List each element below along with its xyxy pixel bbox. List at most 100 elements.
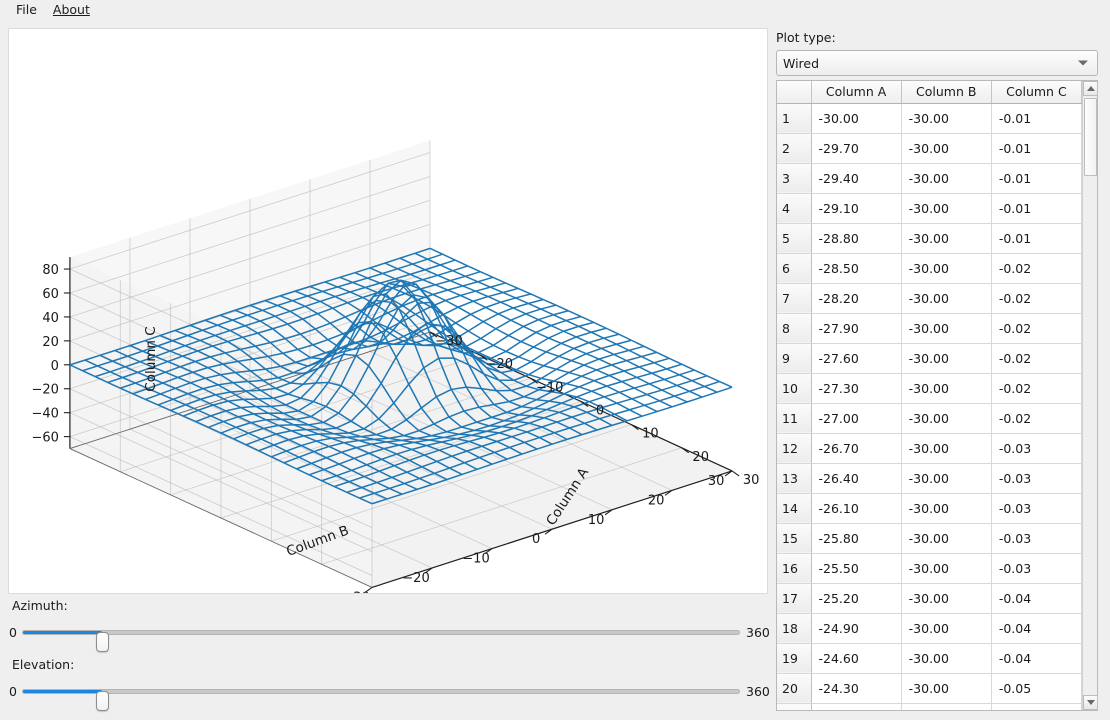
column-header-b[interactable]: Column B — [901, 81, 992, 104]
cell-column-c[interactable]: -0.03 — [991, 553, 1082, 584]
cell-column-b[interactable]: -30.00 — [901, 253, 992, 284]
table-row[interactable]: 17 -25.20 -30.00 -0.04 — [777, 583, 1082, 614]
table-row[interactable]: 9 -27.60 -30.00 -0.02 — [777, 343, 1082, 374]
cell-column-a[interactable]: -28.20 — [811, 283, 902, 314]
cell-column-b[interactable]: -30.00 — [901, 283, 992, 314]
cell-column-b[interactable] — [901, 703, 992, 710]
table-row[interactable]: 3 -29.40 -30.00 -0.01 — [777, 163, 1082, 194]
row-number-cell[interactable]: 5 — [777, 223, 812, 254]
row-number-cell[interactable]: 4 — [777, 193, 812, 224]
cell-column-c[interactable] — [991, 703, 1082, 710]
cell-column-c[interactable]: -0.03 — [991, 493, 1082, 524]
cell-column-a[interactable]: -29.10 — [811, 193, 902, 224]
row-number-cell[interactable]: 6 — [777, 253, 812, 284]
menu-item-file[interactable]: File — [16, 2, 37, 17]
cell-column-c[interactable]: -0.04 — [991, 643, 1082, 674]
cell-column-c[interactable]: -0.01 — [991, 163, 1082, 194]
data-table-viewport[interactable]: Column A Column B Column C 1 -30.00 -30.00… — [777, 81, 1082, 710]
cell-column-a[interactable] — [811, 703, 902, 710]
table-row[interactable]: 20 -24.30 -30.00 -0.05 — [777, 673, 1082, 704]
cell-column-b[interactable]: -30.00 — [901, 523, 992, 554]
cell-column-b[interactable]: -30.00 — [901, 163, 992, 194]
cell-column-b[interactable]: -30.00 — [901, 583, 992, 614]
cell-column-c[interactable]: -0.02 — [991, 403, 1082, 434]
row-number-cell[interactable]: 8 — [777, 313, 812, 344]
table-row[interactable]: 11 -27.00 -30.00 -0.02 — [777, 403, 1082, 434]
table-row[interactable]: 14 -26.10 -30.00 -0.03 — [777, 493, 1082, 524]
table-row[interactable]: 16 -25.50 -30.00 -0.03 — [777, 553, 1082, 584]
cell-column-b[interactable]: -30.00 — [901, 193, 992, 224]
row-number-cell[interactable]: 10 — [777, 373, 812, 404]
plot-type-dropdown[interactable]: Wired — [776, 50, 1098, 76]
row-number-cell[interactable]: 9 — [777, 343, 812, 374]
cell-column-a[interactable]: -26.10 — [811, 493, 902, 524]
row-number-cell[interactable]: 2 — [777, 133, 812, 164]
cell-column-c[interactable]: -0.01 — [991, 223, 1082, 254]
table-row[interactable]: 4 -29.10 -30.00 -0.01 — [777, 193, 1082, 224]
column-header-c[interactable]: Column C — [991, 81, 1082, 104]
cell-column-c[interactable]: -0.03 — [991, 523, 1082, 554]
cell-column-c[interactable]: -0.02 — [991, 253, 1082, 284]
cell-column-b[interactable]: -30.00 — [901, 463, 992, 494]
cell-column-a[interactable]: -27.30 — [811, 373, 902, 404]
azimuth-slider-track[interactable] — [22, 630, 740, 652]
table-row[interactable]: 13 -26.40 -30.00 -0.03 — [777, 463, 1082, 494]
table-vertical-scrollbar[interactable] — [1082, 81, 1098, 710]
table-row[interactable]: 12 -26.70 -30.00 -0.03 — [777, 433, 1082, 464]
table-row[interactable]: 19 -24.60 -30.00 -0.04 — [777, 643, 1082, 674]
cell-column-b[interactable]: -30.00 — [901, 373, 992, 404]
cell-column-c[interactable]: -0.03 — [991, 463, 1082, 494]
table-row[interactable]: 1 -30.00 -30.00 -0.01 — [777, 103, 1082, 134]
cell-column-b[interactable]: -30.00 — [901, 343, 992, 374]
cell-column-a[interactable]: -26.70 — [811, 433, 902, 464]
row-number-cell[interactable]: 11 — [777, 403, 812, 434]
table-row[interactable]: 2 -29.70 -30.00 -0.01 — [777, 133, 1082, 164]
row-number-cell[interactable]: 1 — [777, 103, 812, 134]
cell-column-c[interactable]: -0.02 — [991, 313, 1082, 344]
cell-column-c[interactable]: -0.04 — [991, 583, 1082, 614]
cell-column-a[interactable]: -27.60 — [811, 343, 902, 374]
elevation-slider-thumb[interactable] — [95, 691, 109, 711]
cell-column-b[interactable]: -30.00 — [901, 223, 992, 254]
table-row[interactable]: 10 -27.30 -30.00 -0.02 — [777, 373, 1082, 404]
row-number-cell[interactable]: 16 — [777, 553, 812, 584]
azimuth-slider-thumb[interactable] — [95, 632, 109, 652]
table-row[interactable]: 8 -27.90 -30.00 -0.02 — [777, 313, 1082, 344]
cell-column-a[interactable]: -25.80 — [811, 523, 902, 554]
row-number-cell[interactable]: 12 — [777, 433, 812, 464]
cell-column-a[interactable]: -27.90 — [811, 313, 902, 344]
cell-column-b[interactable]: -30.00 — [901, 433, 992, 464]
cell-column-c[interactable]: -0.03 — [991, 433, 1082, 464]
cell-column-c[interactable]: -0.04 — [991, 613, 1082, 644]
scrollbar-thumb[interactable] — [1084, 98, 1097, 176]
cell-column-c[interactable]: -0.01 — [991, 133, 1082, 164]
cell-column-a[interactable]: -27.00 — [811, 403, 902, 434]
cell-column-a[interactable]: -24.60 — [811, 643, 902, 674]
row-number-cell[interactable] — [777, 703, 812, 710]
row-number-cell[interactable]: 20 — [777, 673, 812, 704]
cell-column-a[interactable]: -24.30 — [811, 673, 902, 704]
cell-column-c[interactable]: -0.02 — [991, 283, 1082, 314]
row-number-cell[interactable]: 7 — [777, 283, 812, 314]
cell-column-c[interactable]: -0.01 — [991, 193, 1082, 224]
table-corner-header[interactable] — [777, 81, 812, 104]
row-number-cell[interactable]: 17 — [777, 583, 812, 614]
cell-column-b[interactable]: -30.00 — [901, 553, 992, 584]
plot-canvas[interactable]: −30 −20 −10 0 10 20 30 −30 −20 −10 0 10 20 30 −60 −40 −2… — [8, 28, 768, 594]
cell-column-a[interactable]: -28.80 — [811, 223, 902, 254]
cell-column-a[interactable]: -26.40 — [811, 463, 902, 494]
cell-column-a[interactable]: -25.20 — [811, 583, 902, 614]
row-number-cell[interactable]: 14 — [777, 493, 812, 524]
scroll-up-arrow-icon[interactable] — [1083, 81, 1098, 96]
row-number-cell[interactable]: 3 — [777, 163, 812, 194]
cell-column-c[interactable]: -0.02 — [991, 343, 1082, 374]
elevation-slider-track[interactable] — [22, 689, 740, 711]
cell-column-b[interactable]: -30.00 — [901, 493, 992, 524]
cell-column-b[interactable]: -30.00 — [901, 643, 992, 674]
cell-column-b[interactable]: -30.00 — [901, 313, 992, 344]
cell-column-b[interactable]: -30.00 — [901, 133, 992, 164]
row-number-cell[interactable]: 13 — [777, 463, 812, 494]
scroll-down-arrow-icon[interactable] — [1083, 695, 1098, 710]
cell-column-c[interactable]: -0.05 — [991, 673, 1082, 704]
menu-item-about[interactable]: About — [45, 1, 98, 19]
